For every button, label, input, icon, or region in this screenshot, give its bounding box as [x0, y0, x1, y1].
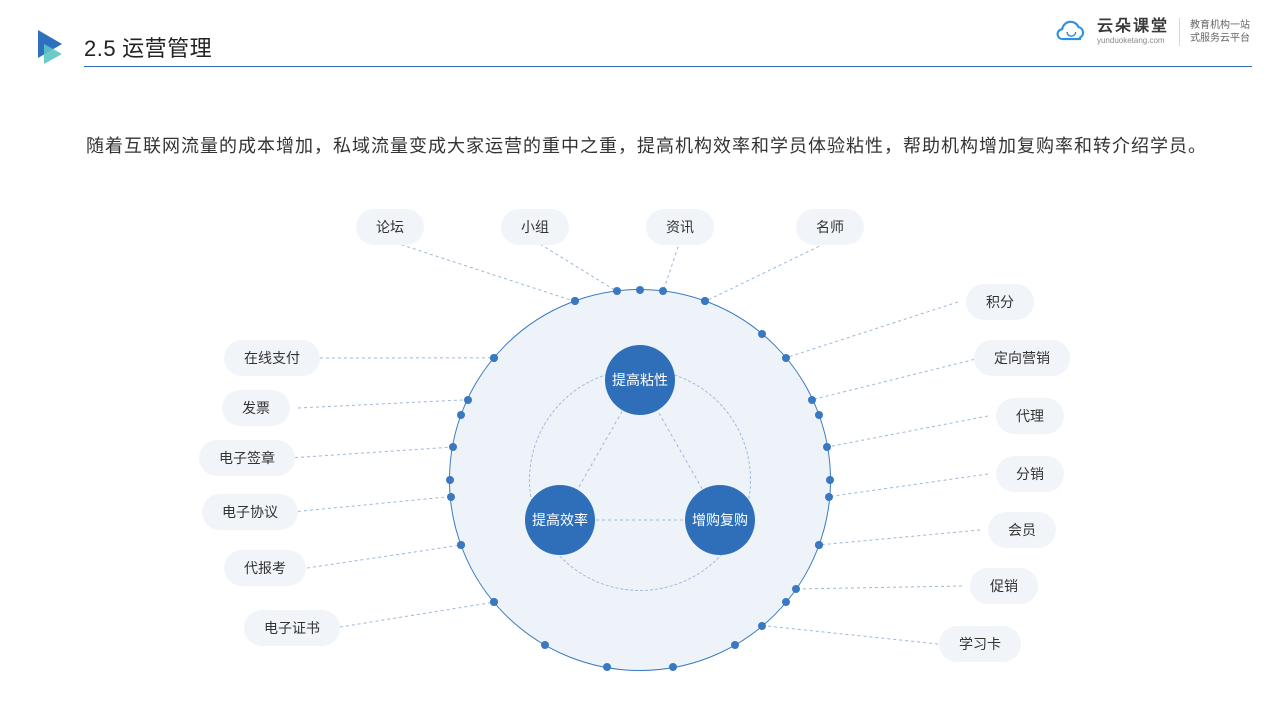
pill-forum: 论坛 [356, 209, 424, 245]
pill-target: 定向营销 [974, 340, 1070, 376]
pill-group: 小组 [501, 209, 569, 245]
ring-dot [490, 354, 498, 362]
ring-dot [808, 396, 816, 404]
pill-exam: 代报考 [224, 550, 306, 586]
ring-dot [826, 476, 834, 484]
pill-teacher: 名师 [796, 209, 864, 245]
pill-agent: 代理 [996, 398, 1064, 434]
ring-dot [603, 663, 611, 671]
ring-dot [758, 330, 766, 338]
pill-dist: 分销 [996, 456, 1064, 492]
ring-dot [815, 541, 823, 549]
pill-sign: 电子签章 [199, 440, 295, 476]
core-eff: 提高效率 [525, 485, 595, 555]
ring-dot [447, 493, 455, 501]
ring-dot [464, 396, 472, 404]
ring-dot [541, 641, 549, 649]
pill-member: 会员 [988, 512, 1056, 548]
pill-pay: 在线支付 [224, 340, 320, 376]
ring-dot [636, 286, 644, 294]
ring-dot [669, 663, 677, 671]
ring-dot [613, 287, 621, 295]
pill-cert: 电子证书 [244, 610, 340, 646]
ring-dot [731, 641, 739, 649]
pill-contract: 电子协议 [202, 494, 298, 530]
ring-dot [701, 297, 709, 305]
ring-dot [659, 287, 667, 295]
pill-points: 积分 [966, 284, 1034, 320]
ring-dot [823, 443, 831, 451]
ring-dot [782, 598, 790, 606]
ring-dot [758, 622, 766, 630]
ring-dot [449, 443, 457, 451]
pill-invoice: 发票 [222, 390, 290, 426]
ring-dot [446, 476, 454, 484]
ring-dot [782, 354, 790, 362]
core-repurch: 增购复购 [685, 485, 755, 555]
ring-dot [571, 297, 579, 305]
ring-dot [457, 541, 465, 549]
pill-news: 资讯 [646, 209, 714, 245]
ring-dot [815, 411, 823, 419]
pill-promo: 促销 [970, 568, 1038, 604]
core-sticky: 提高粘性 [605, 345, 675, 415]
ring-dot [457, 411, 465, 419]
ring-dot [825, 493, 833, 501]
pill-card: 学习卡 [939, 626, 1021, 662]
ring-dot [792, 585, 800, 593]
ring-dot [490, 598, 498, 606]
